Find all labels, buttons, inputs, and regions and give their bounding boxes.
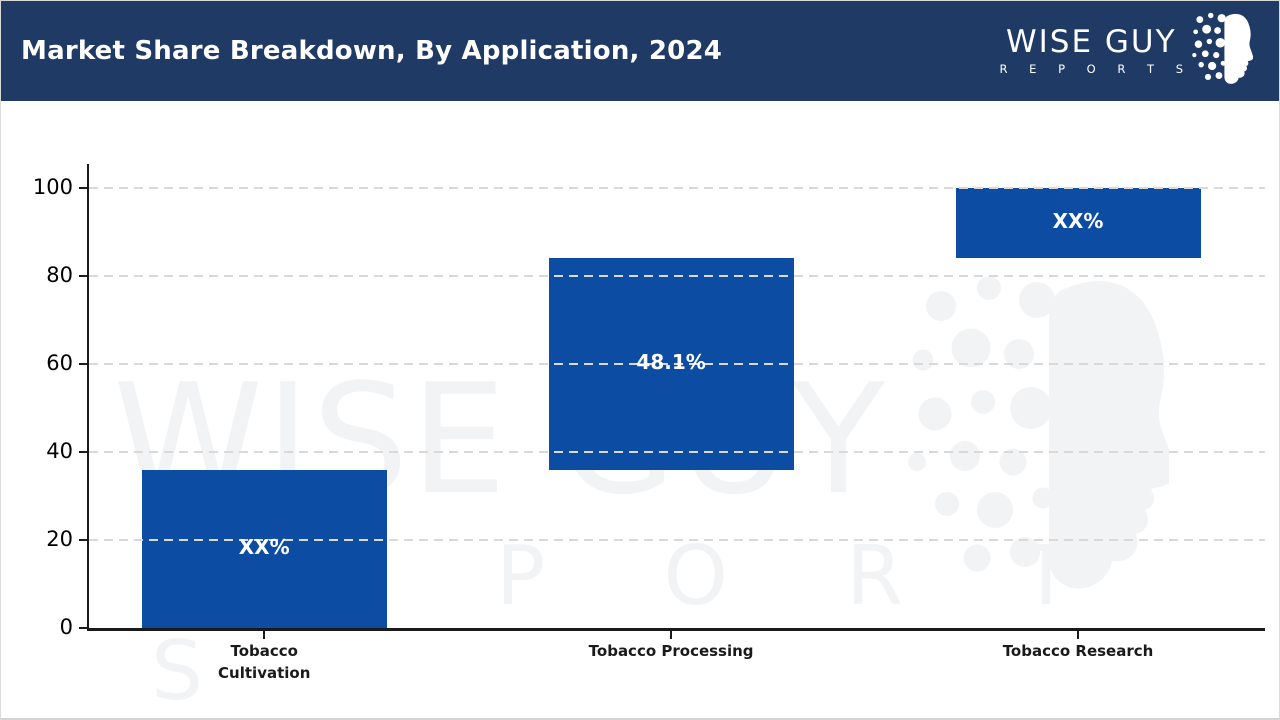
y-tick-label-40: 40 — [46, 439, 73, 463]
y-tick-label-80: 80 — [46, 263, 73, 287]
x-category-label: Tobacco Research — [1002, 642, 1154, 660]
gridline-80 — [89, 275, 1265, 277]
y-tick-20 — [79, 539, 87, 541]
x-category-label: Tobacco Processing — [588, 642, 754, 660]
y-tick-label-0: 0 — [59, 615, 73, 639]
gridline-60 — [89, 363, 1265, 365]
x-axis-line — [87, 628, 1265, 631]
bar-value-label: XX% — [238, 534, 290, 559]
logo-text: WISE GUY R E P O R T S — [1000, 23, 1184, 76]
y-tick-60 — [79, 363, 87, 365]
dotted-head-profile-icon — [1192, 12, 1253, 84]
bar-value-label: XX% — [1052, 208, 1104, 233]
bar-value-label: 48.1% — [636, 349, 706, 374]
y-tick-label-100: 100 — [32, 175, 73, 199]
x-tick — [1077, 631, 1080, 639]
x-tick — [263, 631, 266, 639]
gridline-100 — [89, 187, 1265, 189]
x-tick — [670, 631, 673, 639]
y-axis-line — [87, 164, 89, 630]
logo-name: WISE GUY — [1005, 23, 1177, 60]
wise-guy-reports-logo: WISE GUY R E P O R T S — [1000, 10, 1253, 92]
y-tick-0 — [79, 627, 87, 629]
logo-subname: R E P O R T S — [999, 61, 1192, 76]
y-tick-40 — [79, 451, 87, 453]
y-tick-label-60: 60 — [46, 351, 73, 375]
gridline-20 — [89, 539, 1265, 541]
x-category-label: Tobacco Cultivation — [218, 642, 311, 682]
y-tick-80 — [79, 275, 87, 277]
gridline-40 — [89, 451, 1265, 453]
watermark-head-icon — [908, 276, 1169, 589]
y-tick-100 — [79, 187, 87, 189]
y-tick-label-20: 20 — [46, 527, 73, 551]
header-band: Market Share Breakdown, By Application, … — [1, 1, 1279, 101]
bar-segment — [141, 469, 387, 628]
chart-title: Market Share Breakdown, By Application, … — [21, 36, 723, 66]
bar-segment — [955, 188, 1201, 258]
